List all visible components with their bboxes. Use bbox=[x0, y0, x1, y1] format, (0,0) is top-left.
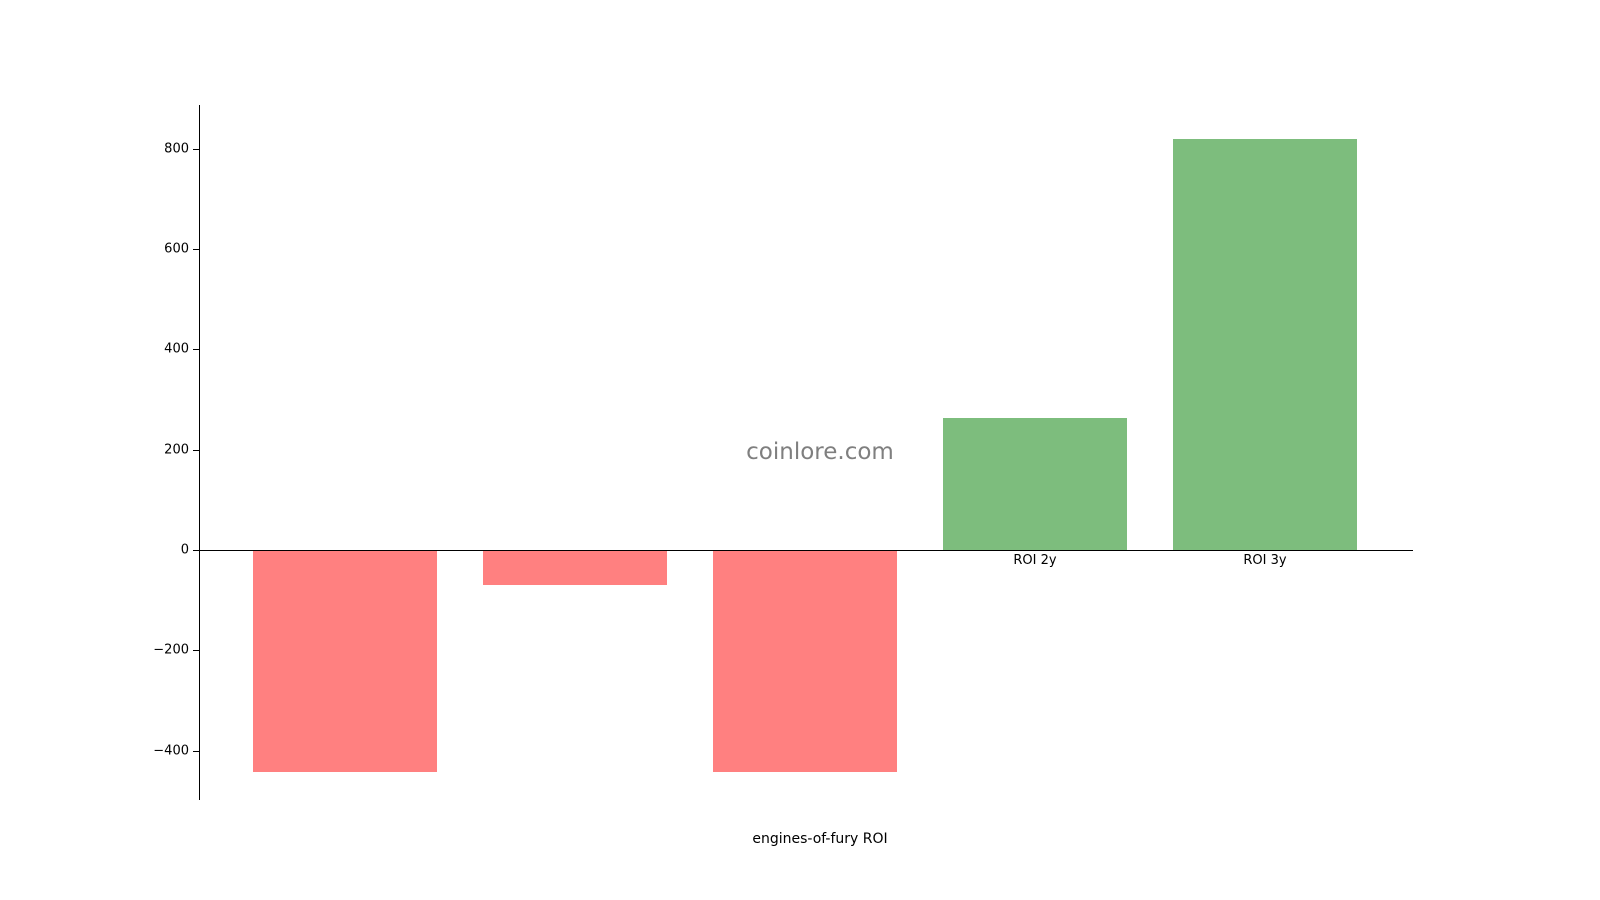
y-tick-mark bbox=[193, 148, 199, 150]
roi-bar bbox=[943, 417, 1127, 550]
roi-bar bbox=[1173, 139, 1357, 550]
y-tick-mark bbox=[193, 650, 199, 652]
y-axis-spine bbox=[199, 105, 200, 800]
y-tick-label: 0 bbox=[180, 542, 189, 558]
roi-bar bbox=[483, 551, 667, 586]
roi-bar bbox=[253, 551, 437, 773]
roi-bar bbox=[713, 551, 897, 773]
x-category-label: ROI 2y bbox=[1013, 553, 1057, 568]
y-tick-mark bbox=[193, 349, 199, 351]
watermark-text: coinlore.com bbox=[746, 439, 894, 465]
x-category-label: ROI 3y bbox=[1243, 553, 1287, 568]
y-tick-mark bbox=[193, 449, 199, 451]
x-axis-zero-line bbox=[196, 550, 1413, 551]
y-tick-label: −200 bbox=[153, 642, 189, 658]
y-tick-label: 600 bbox=[164, 241, 189, 257]
y-tick-label: 800 bbox=[164, 141, 189, 157]
y-tick-mark bbox=[193, 249, 199, 251]
y-tick-label: 200 bbox=[164, 442, 189, 458]
y-tick-label: −400 bbox=[153, 743, 189, 759]
y-tick-label: 400 bbox=[164, 341, 189, 357]
y-tick-mark bbox=[193, 750, 199, 752]
x-axis-title: engines-of-fury ROI bbox=[752, 831, 888, 847]
